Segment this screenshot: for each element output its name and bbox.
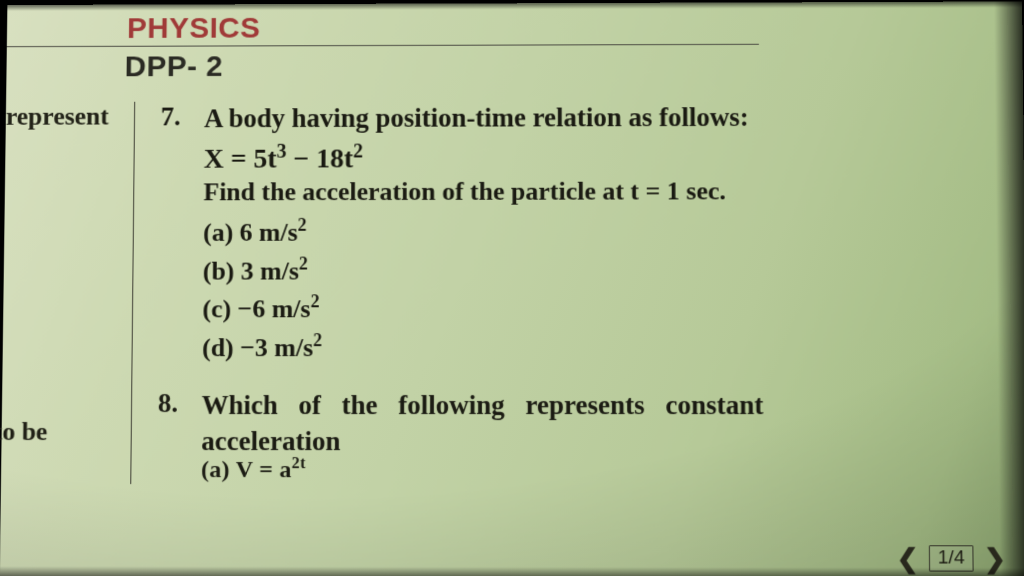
- question-8: 8. Which of the following represents con…: [157, 388, 967, 485]
- question-7: 7. A body having position-time relation …: [158, 100, 965, 367]
- equation: X = 5t3 − 18t2: [204, 139, 964, 176]
- option-a-partial: (a) V = a2t: [201, 456, 967, 486]
- question-stem-line1: Which of the following represents consta…: [201, 388, 966, 424]
- option-b: (b) 3 m/s2: [203, 250, 965, 289]
- content-row: represent to be 7. A body having positio…: [1, 100, 987, 486]
- left-column: represent to be: [1, 102, 134, 485]
- question-number: 8.: [157, 388, 202, 484]
- option-d: (d) −3 m/s2: [202, 327, 966, 366]
- question-body: A body having position-time relation as …: [202, 100, 966, 367]
- left-fragment-represent: represent: [6, 102, 125, 132]
- shadow-right: [994, 1, 1024, 576]
- left-fragment-to-be: to be: [0, 417, 121, 447]
- question-number: 7.: [158, 102, 204, 367]
- question-stem-line2: acceleration: [201, 424, 966, 460]
- options-list: (a) 6 m/s2 (b) 3 m/s2 (c) −6 m/s2 (d) −3…: [202, 212, 966, 367]
- sheet-title: DPP- 2: [125, 48, 923, 84]
- header-region: PHYSICS DPP- 2: [6, 10, 983, 85]
- question-followup: Find the acceleration of the particle at…: [203, 176, 964, 207]
- document-page: PHYSICS DPP- 2 represent to be 7. A body…: [0, 1, 1024, 576]
- option-a: (a) 6 m/s2: [203, 212, 964, 251]
- shadow-bottom: [0, 566, 1024, 576]
- option-c: (c) −6 m/s2: [202, 289, 965, 328]
- subject-title: PHYSICS: [125, 10, 923, 48]
- questions-column: 7. A body having position-time relation …: [157, 100, 987, 486]
- question-stem: A body having position-time relation as …: [204, 100, 963, 137]
- question-body: Which of the following represents consta…: [201, 388, 967, 485]
